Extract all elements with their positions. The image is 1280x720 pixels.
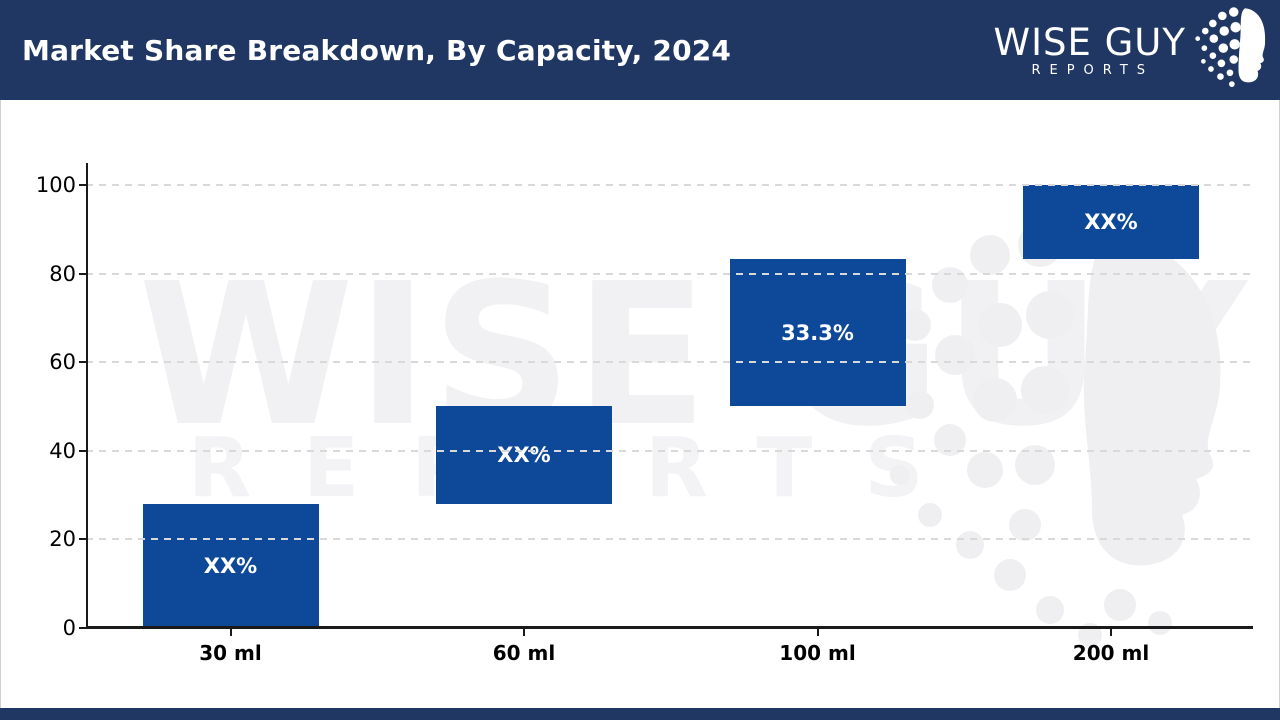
x-tick-mark	[816, 629, 819, 636]
bar: XX%	[1023, 185, 1199, 259]
x-tick-label: 100 ml	[779, 641, 856, 665]
watermark-face-icon	[878, 223, 1221, 647]
bar: XX%	[436, 406, 612, 505]
y-tick-label: 0	[62, 615, 76, 640]
bar: XX%	[142, 504, 319, 628]
y-tick-label: 40	[49, 438, 76, 463]
y-tick-mark	[79, 538, 86, 540]
x-tick-mark	[229, 629, 232, 636]
y-tick-mark	[79, 272, 86, 275]
wiseguy-logo: WISE GUY REPORTS	[994, 6, 1266, 94]
wiseguy-wordmark: WISE GUY	[993, 20, 1186, 64]
y-tick-label: 20	[49, 527, 76, 551]
wiseguy-face-icon	[1195, 7, 1266, 87]
y-tick-label: 100	[35, 173, 76, 197]
wiseguy-reports-label: REPORTS	[1031, 62, 1155, 78]
footer-bar	[0, 708, 1280, 720]
watermark-wordmark: WISE GUY	[138, 242, 1249, 470]
x-tick-mark	[1110, 629, 1112, 636]
gridline	[86, 272, 1253, 275]
bar-value-label: XX%	[203, 553, 258, 578]
bar: 33.3%	[729, 258, 906, 407]
y-tick-label: 80	[49, 261, 76, 286]
x-tick-label: 30 ml	[199, 641, 262, 665]
y-axis-line	[86, 163, 88, 629]
y-tick-mark	[79, 184, 86, 186]
header: Market Share Breakdown, By Capacity, 202…	[0, 0, 1280, 100]
x-tick-mark	[523, 629, 525, 636]
chart-title: Market Share Breakdown, By Capacity, 202…	[22, 33, 732, 67]
y-tick-mark	[79, 361, 86, 363]
bar-value-label: XX%	[1084, 209, 1138, 234]
y-tick-label: 60	[49, 350, 76, 374]
gridline	[86, 184, 1253, 186]
bar-value-label: 33.3%	[781, 320, 854, 345]
y-tick-mark	[79, 449, 86, 452]
gridline	[86, 449, 1253, 452]
bar-value-label: XX%	[497, 443, 551, 468]
y-tick-mark	[79, 626, 86, 629]
x-tick-label: 200 ml	[1072, 641, 1150, 665]
x-tick-label: 60 ml	[492, 641, 556, 665]
gridline	[86, 538, 1253, 540]
gridline	[86, 361, 1253, 363]
x-axis-line	[86, 626, 1253, 629]
wiseguy-logo-text: WISE GUY REPORTS	[994, 24, 1186, 77]
